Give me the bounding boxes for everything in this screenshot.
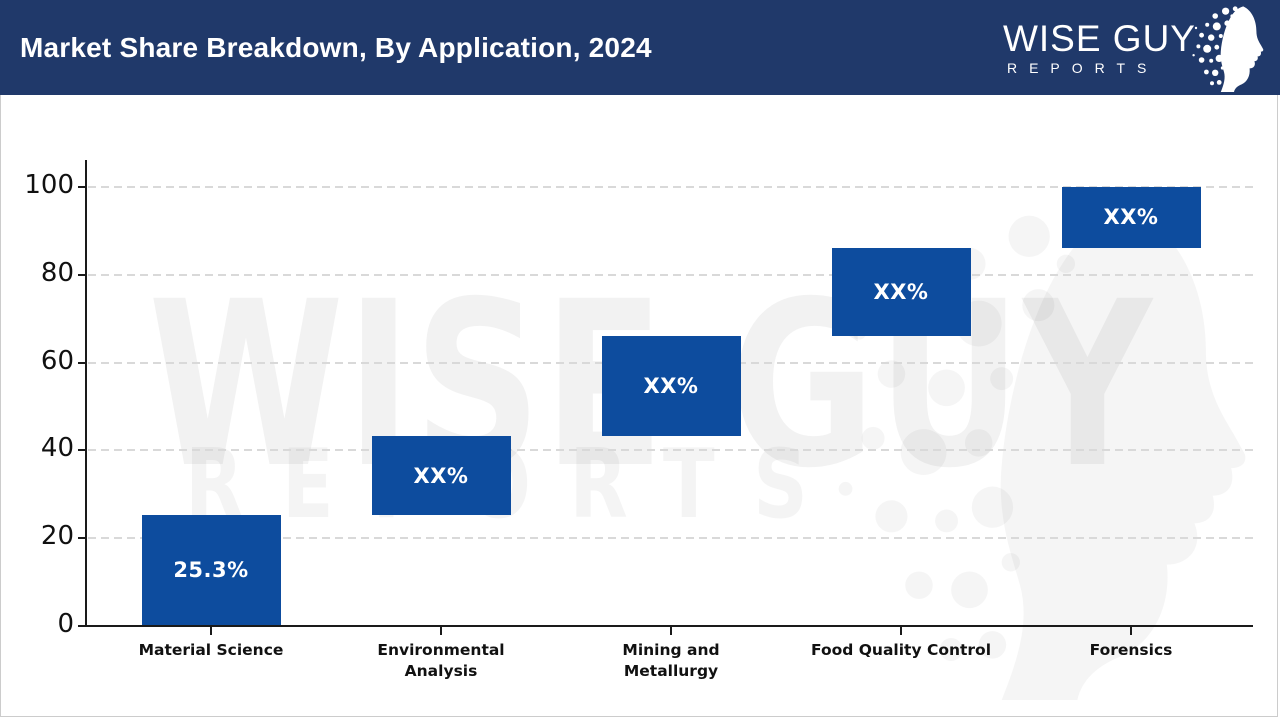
x-tick-0	[210, 626, 212, 635]
gridline-80	[88, 273, 1253, 276]
y-tick-0	[78, 625, 87, 627]
x-axis-spine	[85, 625, 1253, 627]
y-tick-label-40: 40	[40, 433, 74, 464]
y-tick-40	[78, 449, 87, 452]
category-label-0: Material Science	[138, 641, 284, 659]
header-bar: Market Share Breakdown, By Application, …	[0, 0, 1280, 95]
category-label-4: Forensics	[1089, 641, 1173, 659]
bar-value-label: XX%	[413, 463, 469, 488]
y-axis-spine	[85, 160, 87, 627]
bar-forensics: XX%	[1061, 187, 1201, 248]
bar-food-quality-control: XX%	[831, 247, 971, 337]
y-tick-100	[78, 186, 87, 188]
chart-title: Market Share Breakdown, By Application, …	[20, 31, 652, 63]
y-tick-20	[78, 537, 87, 540]
bar-value-label: XX%	[873, 279, 929, 304]
bar-value-label: XX%	[643, 374, 699, 399]
x-tick-3	[900, 626, 902, 635]
brand-name: WISE GUY	[1002, 17, 1196, 59]
y-tick-label-100: 100	[24, 170, 74, 200]
x-tick-4	[1130, 626, 1132, 635]
y-tick-80	[78, 273, 87, 276]
dotted-head-icon	[1192, 5, 1264, 92]
category-label-2: Mining and Metallurgy	[622, 641, 720, 680]
y-tick-60	[78, 361, 87, 364]
bar-value-label: 25.3%	[173, 558, 249, 583]
y-tick-label-80: 80	[40, 257, 74, 288]
brand-subname: REPORTS	[1006, 59, 1159, 76]
x-tick-1	[440, 626, 442, 635]
bar-environmental-analysis: XX%	[371, 436, 511, 515]
brand-logo-text: WISE GUY REPORTS	[1003, 20, 1196, 76]
gridline-20	[88, 537, 1253, 540]
gridline-100	[88, 186, 1253, 188]
y-tick-label-20: 20	[40, 521, 74, 552]
bar-mining-and-metallurgy: XX%	[601, 336, 741, 437]
category-label-3: Food Quality Control	[810, 641, 992, 659]
bar-value-label: XX%	[1103, 205, 1159, 230]
category-label-1: Environmental Analysis	[377, 641, 505, 680]
bar-material-science: 25.3%	[141, 514, 281, 626]
y-tick-label-0: 0	[57, 609, 74, 639]
y-tick-label-60: 60	[40, 345, 74, 376]
x-tick-2	[670, 626, 672, 635]
gridline-40	[88, 449, 1253, 452]
brand-logo: WISE GUY REPORTS	[1003, 4, 1266, 92]
